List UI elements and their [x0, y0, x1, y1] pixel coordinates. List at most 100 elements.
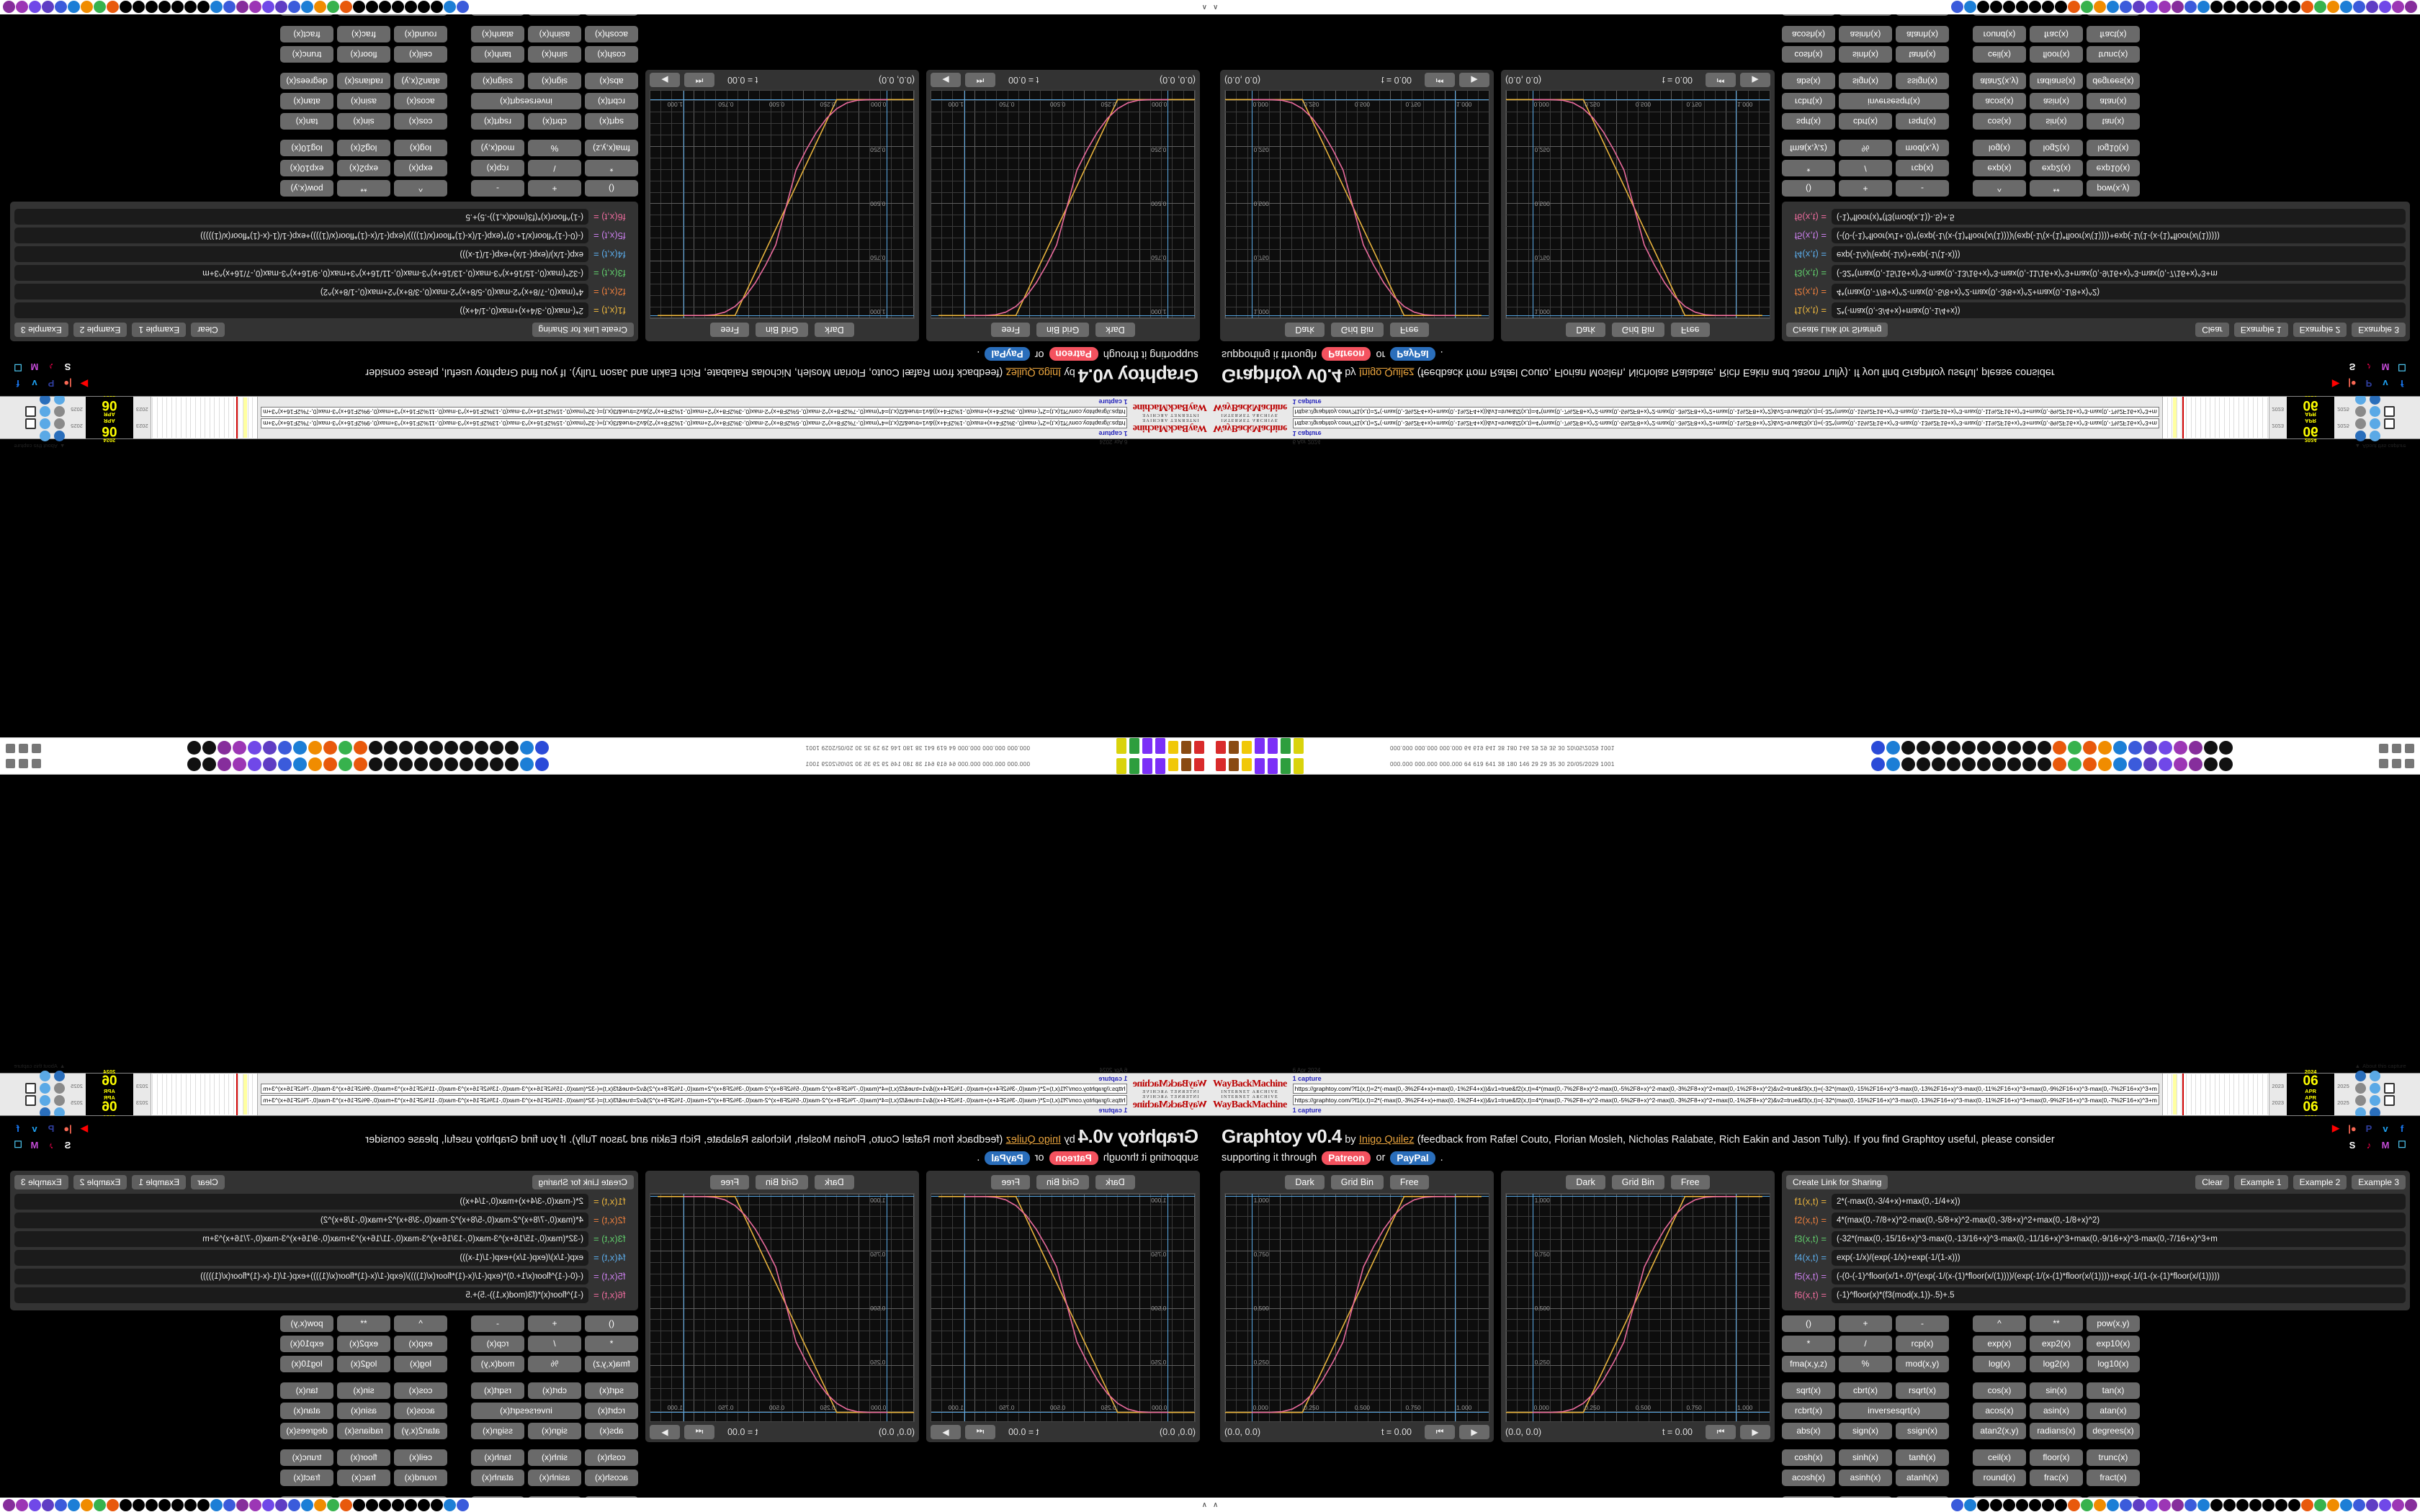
formula-input-f1[interactable]: 2*(-max(0,-3/4+x)+max(0,-1/4+x)): [1832, 1193, 2406, 1210]
tab-bubble[interactable]: [187, 757, 201, 771]
keypad-button[interactable]: ssign(x): [1896, 73, 1949, 90]
wayback-url-input[interactable]: https://graphtoy.com/?f1(x,t)=2*(-max(0,…: [1292, 1084, 2159, 1094]
keypad-button[interactable]: log10(x): [2087, 140, 2140, 157]
share-icon[interactable]: [54, 431, 66, 441]
clear-button[interactable]: Clear: [2195, 1174, 2229, 1189]
taskbar-bead[interactable]: [2392, 1, 2404, 14]
keypad-button[interactable]: mod(x,y): [471, 1355, 524, 1372]
chevron-up-icon-taskbar[interactable]: ∧: [1213, 1500, 1219, 1509]
patreon-icon[interactable]: |●: [63, 378, 72, 390]
tab-bubble[interactable]: [2159, 741, 2172, 755]
close-icon-2[interactable]: [2354, 1095, 2366, 1106]
keypad-button[interactable]: fract(x): [280, 26, 333, 43]
taskbar-bead[interactable]: [210, 1498, 223, 1511]
keypad-button[interactable]: +: [1839, 180, 1892, 197]
keypad-button[interactable]: ceil(x): [394, 1449, 447, 1466]
tab-bubble[interactable]: [2022, 741, 2036, 755]
tab-bubble[interactable]: [414, 741, 428, 755]
keypad-button[interactable]: inversesqrt(x): [471, 1402, 581, 1419]
keypad-button[interactable]: cos(x): [394, 1382, 447, 1399]
keypad-button[interactable]: cbrt(x): [528, 113, 581, 130]
bookmark-item[interactable]: [1216, 758, 1226, 771]
taskbar-bead[interactable]: [3, 1, 15, 14]
graph-grid-bin-button[interactable]: Grid Bin: [756, 1174, 809, 1189]
graph-canvas-2[interactable]: 1.000 0.750 0.500 0.250 0.000 0.250 0.500 0.750…: [1505, 1192, 1770, 1422]
keypad-button[interactable]: ssign(x): [471, 73, 524, 90]
bookmark-item[interactable]: [1216, 741, 1226, 754]
keypad-button[interactable]: frac(x): [2030, 1469, 2083, 1486]
graph-mode-buttons-1[interactable]: Dark Grid Bin Free: [931, 1174, 1196, 1189]
tab-bubble[interactable]: [2053, 741, 2066, 755]
tab-bubble[interactable]: [520, 741, 534, 755]
taskbar-bead[interactable]: [2275, 1498, 2287, 1511]
keypad-button[interactable]: /: [1839, 160, 1892, 177]
tab-bubble[interactable]: [263, 741, 277, 755]
tab-bubble[interactable]: [2174, 757, 2187, 771]
sparkline-cell[interactable]: [2249, 397, 2254, 438]
taskbar-bead[interactable]: [249, 1, 261, 14]
bookmark-item[interactable]: [1116, 758, 1126, 774]
taskbar-bead[interactable]: [2301, 1, 2313, 14]
bilibili-icon[interactable]: ☐: [14, 362, 22, 373]
bookmark-item[interactable]: [1229, 758, 1239, 771]
tab-bubble[interactable]: [354, 757, 367, 771]
paypal-button[interactable]: PayPal: [1390, 347, 1435, 361]
taskbar-bead[interactable]: [405, 1, 417, 14]
taskbar-bead[interactable]: [366, 1, 378, 14]
play-button-1[interactable]: ▶: [931, 73, 961, 88]
keypad-button[interactable]: sin(x): [337, 113, 390, 130]
taskbar-bead[interactable]: [68, 1498, 80, 1511]
sparkline-cell[interactable]: [185, 397, 190, 438]
taskbar-bead[interactable]: [120, 1, 132, 14]
taskbar-bead[interactable]: [171, 1, 184, 14]
taskbar-bead[interactable]: [2197, 1498, 2210, 1511]
graph-canvas-1[interactable]: 1.000 0.750 0.500 0.250 0.000 0.250 0.500 0.750…: [931, 1192, 1196, 1422]
keypad-button[interactable]: sinh(x): [1839, 46, 1892, 63]
taskbar-bead[interactable]: [2301, 1498, 2313, 1511]
sparkline-cell[interactable]: [2211, 1074, 2215, 1115]
play-button-1[interactable]: ▶: [931, 1424, 961, 1439]
taskbar-bead[interactable]: [1990, 1, 2002, 14]
sparkline-cell[interactable]: [214, 1074, 219, 1115]
tab-bubble[interactable]: [1932, 757, 1945, 771]
extension-icon[interactable]: [2379, 759, 2388, 768]
sparkline-cell[interactable]: [2264, 1074, 2268, 1115]
wayback-icon-row-3[interactable]: [3, 1095, 66, 1106]
year-next-column[interactable]: 2025 2025: [2334, 1074, 2352, 1115]
graph-grid-bin-button[interactable]: Grid Bin: [1611, 323, 1664, 338]
keypad-button[interactable]: degrees(x): [2087, 1422, 2140, 1439]
sparkline-cell[interactable]: [2168, 397, 2173, 438]
mastodon-icon[interactable]: M: [30, 1139, 39, 1151]
graph-dark-button[interactable]: Dark: [815, 1174, 854, 1189]
taskbar-bead[interactable]: [2003, 1, 2015, 14]
patreon-icon[interactable]: |●: [2348, 378, 2357, 390]
youtube-icon[interactable]: ▶: [81, 1122, 88, 1133]
keypad-button[interactable]: acos(x): [1973, 93, 2026, 110]
taskbar-bead[interactable]: [2146, 1498, 2158, 1511]
keypad-button[interactable]: exp10(x): [280, 1335, 333, 1352]
keypad-button[interactable]: tan(x): [280, 1382, 333, 1399]
create-link-button[interactable]: Create Link for Sharing: [532, 323, 634, 338]
tab-bubble[interactable]: [278, 741, 292, 755]
keypad-button[interactable]: sign(x): [528, 1422, 581, 1439]
graph-dark-button[interactable]: Dark: [1285, 1174, 1325, 1189]
tab-bubble[interactable]: [1886, 741, 1900, 755]
sparkline-cell[interactable]: [219, 397, 223, 438]
keypad-button[interactable]: tanh(x): [1896, 46, 1949, 63]
graph-free-button[interactable]: Free: [1389, 1174, 1429, 1189]
taskbar-beads[interactable]: [3, 1, 469, 14]
tab-bubble[interactable]: [1962, 741, 1976, 755]
keypad-button[interactable]: sign(x): [528, 73, 581, 90]
author-link[interactable]: Inigo Quilez: [1005, 366, 1062, 378]
sparkline-cell[interactable]: [209, 1074, 214, 1115]
collapse-icon[interactable]: [25, 1095, 37, 1106]
keypad-button[interactable]: +: [528, 180, 581, 197]
capture-calendar[interactable]: 2024 06 APR APR 06 2024: [2286, 392, 2335, 444]
expand-icon[interactable]: [25, 418, 37, 429]
tab-bubble[interactable]: [2068, 757, 2081, 771]
taskbar-bead[interactable]: [2016, 1, 2028, 14]
bookmark-item[interactable]: [1194, 758, 1204, 771]
example-2-button[interactable]: Example 2: [2293, 1174, 2347, 1189]
taskbar-bead[interactable]: [2094, 1498, 2106, 1511]
